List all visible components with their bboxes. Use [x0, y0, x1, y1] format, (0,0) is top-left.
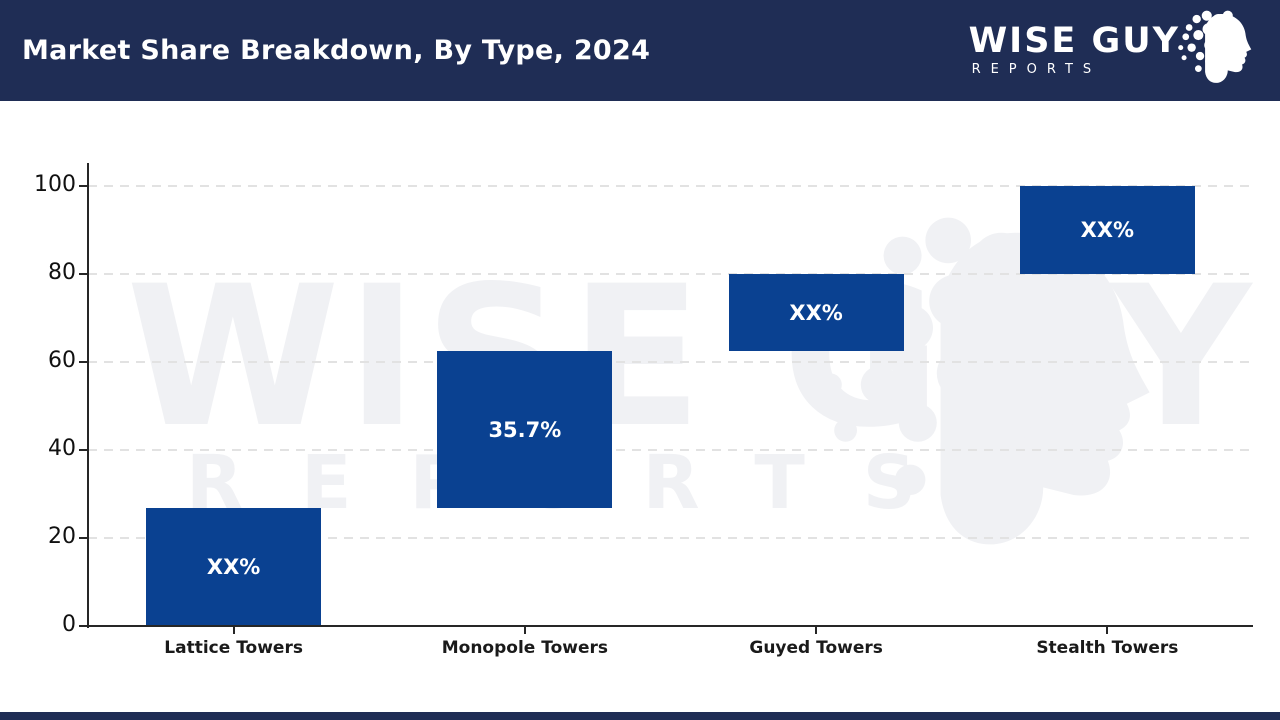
x-tick-label-stealth-towers: Stealth Towers [1036, 638, 1179, 658]
brand-logo: WISE GUY REPORTS [969, 9, 1258, 93]
logo-text: WISE GUY REPORTS [968, 21, 1180, 78]
x-tick-guyed-towers [815, 627, 818, 634]
x-tick-label-guyed-towers: Guyed Towers [749, 638, 883, 658]
bar-lattice-towers: XX% [146, 508, 322, 626]
bar-value-label: 35.7% [488, 417, 562, 442]
y-tick-label-40: 40 [48, 436, 76, 461]
y-tick-label-100: 100 [34, 172, 76, 197]
y-tick-label-60: 60 [48, 348, 76, 373]
y-tick-label-80: 80 [48, 260, 76, 285]
x-tick-label-lattice-towers: Lattice Towers [164, 638, 303, 658]
gridline-60 [88, 361, 1253, 363]
page-title: Market Share Breakdown, By Type, 2024 [22, 35, 651, 66]
y-tick-100 [79, 185, 87, 187]
y-axis-line [87, 163, 89, 628]
bar-stealth-towers: XX% [1019, 186, 1195, 274]
y-tick-40 [79, 449, 87, 451]
bar-monopole-towers: 35.7% [437, 351, 613, 509]
x-axis-line [86, 625, 1253, 627]
bar-value-label: XX% [206, 555, 261, 580]
gridline-100 [88, 185, 1253, 187]
x-tick-monopole-towers [523, 627, 526, 634]
logo-sub-text: REPORTS [971, 62, 1102, 77]
logo-head-icon [1178, 10, 1252, 83]
logo-brand-text: WISE GUY [968, 21, 1180, 61]
gridline-80 [88, 273, 1253, 275]
y-tick-20 [79, 537, 87, 539]
header-bar: Market Share Breakdown, By Type, 2024 WI… [0, 0, 1280, 101]
y-tick-0 [79, 625, 87, 627]
y-tick-60 [79, 361, 87, 363]
x-tick-label-monopole-towers: Monopole Towers [441, 638, 608, 658]
gridline-40 [88, 449, 1253, 451]
y-tick-80 [79, 273, 87, 275]
bar-value-label: XX% [1080, 218, 1135, 242]
y-tick-label-20: 20 [48, 524, 76, 549]
footer-bar [0, 712, 1280, 720]
bar-guyed-towers: XX% [728, 274, 904, 351]
x-tick-lattice-towers [232, 627, 235, 634]
y-tick-label-0: 0 [62, 612, 76, 637]
gridline-20 [88, 537, 1253, 539]
bar-value-label: XX% [789, 300, 843, 325]
x-tick-stealth-towers [1106, 627, 1109, 634]
